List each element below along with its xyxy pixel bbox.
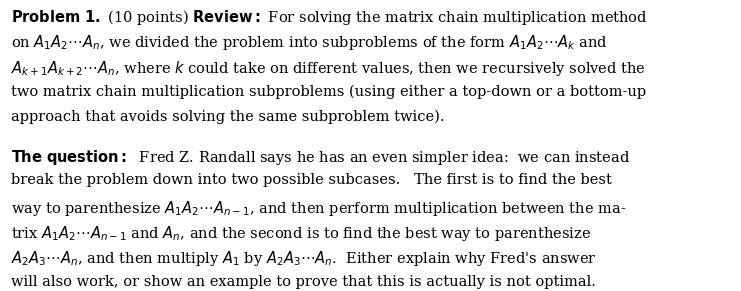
- Text: $A_{k+1}A_{k+2}\cdots A_n$, where $k$ could take on different values, then we re: $A_{k+1}A_{k+2}\cdots A_n$, where $k$ co…: [11, 59, 646, 78]
- Text: two matrix chain multiplication subproblems (using either a top-down or a bottom: two matrix chain multiplication subprobl…: [11, 84, 646, 99]
- Text: $\mathbf{Problem\ 1.}$ (10 points) $\mathbf{Review:}$ For solving the matrix cha: $\mathbf{Problem\ 1.}$ (10 points) $\mat…: [11, 8, 648, 27]
- Text: approach that avoids solving the same subproblem twice).: approach that avoids solving the same su…: [11, 110, 445, 124]
- Text: $\mathbf{The\ question:}$  Fred Z. Randall says he has an even simpler idea:  we: $\mathbf{The\ question:}$ Fred Z. Randal…: [11, 148, 631, 167]
- Text: way to parenthesize $A_1A_2\cdots A_{n-1}$, and then perform multiplication betw: way to parenthesize $A_1A_2\cdots A_{n-1…: [11, 199, 627, 218]
- Text: on $A_1A_2\cdots A_n$, we divided the problem into subproblems of the form $A_1A: on $A_1A_2\cdots A_n$, we divided the pr…: [11, 33, 608, 52]
- Text: break the problem down into two possible subcases.   The first is to find the be: break the problem down into two possible…: [11, 173, 612, 187]
- Text: trix $A_1A_2\cdots A_{n-1}$ and $A_n$, and the second is to find the best way to: trix $A_1A_2\cdots A_{n-1}$ and $A_n$, a…: [11, 224, 591, 243]
- Text: will also work, or show an example to prove that this is actually is not optimal: will also work, or show an example to pr…: [11, 275, 597, 289]
- Text: $A_2A_3\cdots A_n$, and then multiply $A_1$ by $A_2A_3\cdots A_n$.  Either expla: $A_2A_3\cdots A_n$, and then multiply $A…: [11, 249, 597, 269]
